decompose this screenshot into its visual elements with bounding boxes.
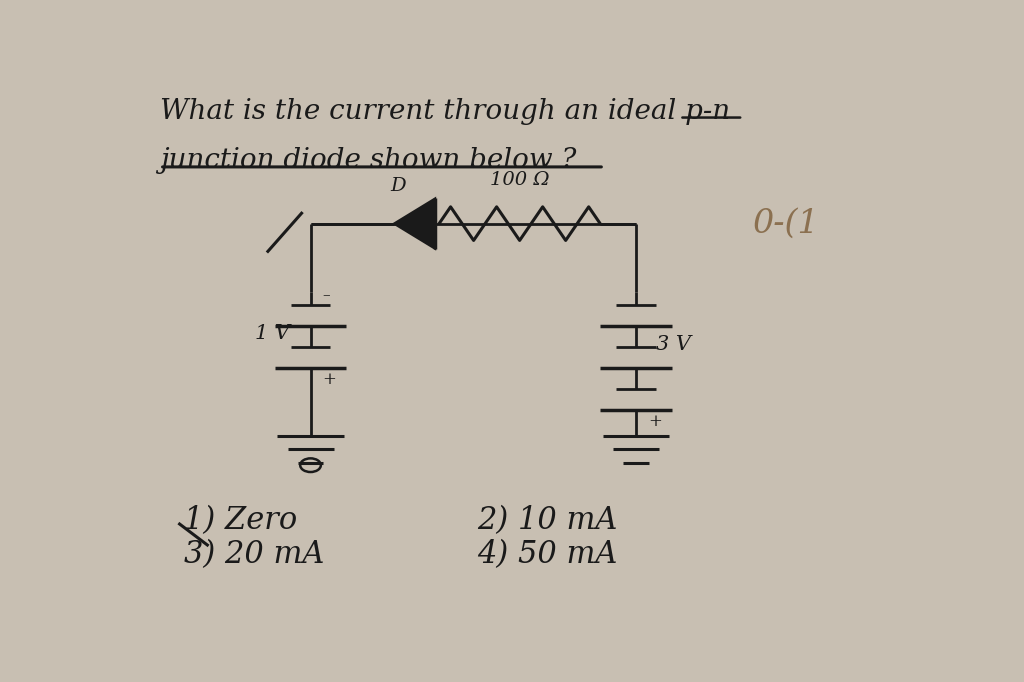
Text: 1) Zero: 1) Zero (183, 505, 297, 536)
Text: 0-(1: 0-(1 (754, 207, 820, 239)
Polygon shape (394, 198, 435, 249)
Text: junction diode shown below ?: junction diode shown below ? (160, 147, 577, 175)
Text: 1 V: 1 V (255, 325, 290, 344)
Text: –: – (323, 288, 330, 302)
Text: 4) 50 mA: 4) 50 mA (477, 539, 617, 570)
Text: 3 V: 3 V (655, 335, 691, 354)
Text: +: + (323, 371, 336, 387)
Text: 2) 10 mA: 2) 10 mA (477, 505, 617, 536)
Text: D: D (390, 177, 406, 195)
Text: 100 Ω: 100 Ω (489, 171, 550, 190)
Text: +: + (648, 413, 662, 430)
Text: What is the current through an ideal p-n: What is the current through an ideal p-n (160, 98, 730, 125)
Text: 3) 20 mA: 3) 20 mA (183, 539, 324, 570)
